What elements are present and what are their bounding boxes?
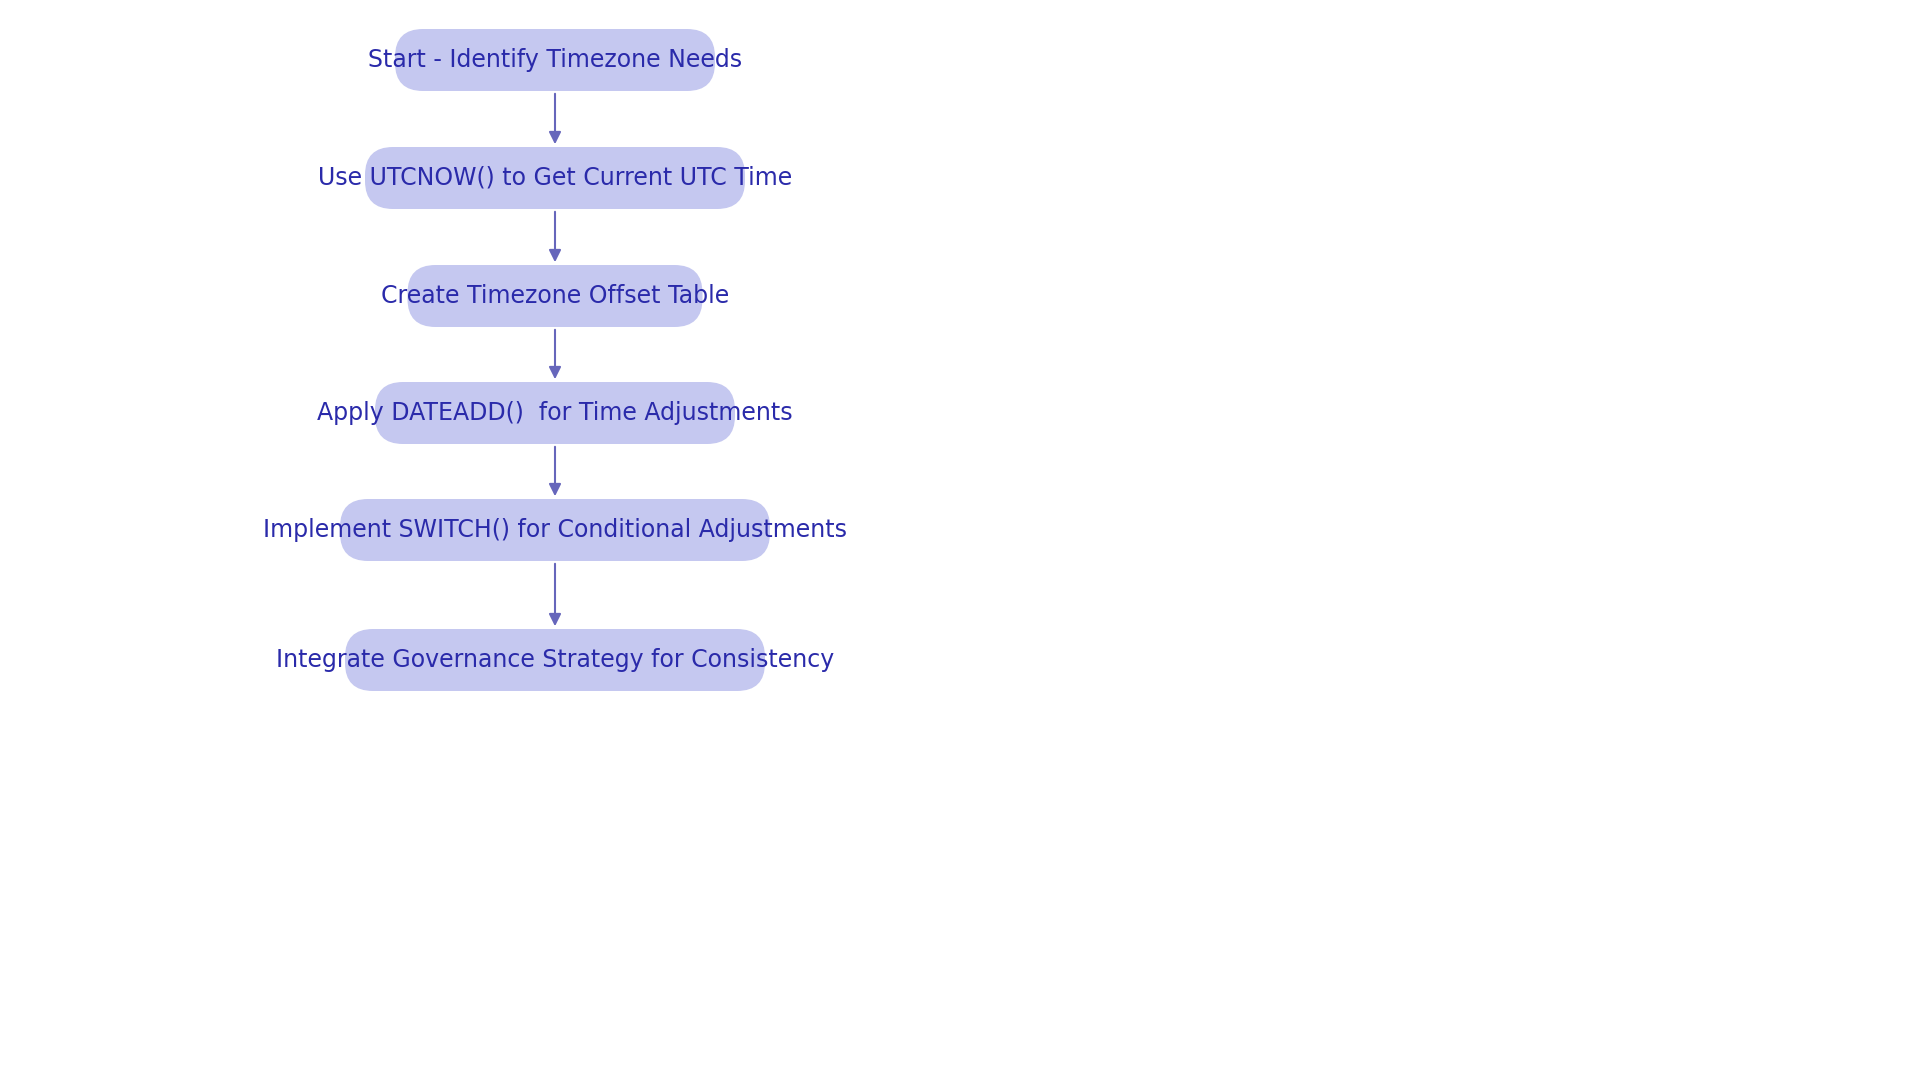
- Text: Create Timezone Offset Table: Create Timezone Offset Table: [380, 284, 730, 308]
- Text: Use UTCNOW() to Get Current UTC Time: Use UTCNOW() to Get Current UTC Time: [319, 166, 793, 190]
- FancyBboxPatch shape: [346, 629, 764, 691]
- FancyBboxPatch shape: [396, 29, 714, 91]
- FancyBboxPatch shape: [340, 499, 770, 561]
- FancyBboxPatch shape: [407, 265, 703, 327]
- Text: Implement SWITCH() for Conditional Adjustments: Implement SWITCH() for Conditional Adjus…: [263, 518, 847, 542]
- Text: Start - Identify Timezone Needs: Start - Identify Timezone Needs: [369, 48, 741, 71]
- FancyBboxPatch shape: [365, 147, 745, 209]
- Text: Apply DATEADD()  for Time Adjustments: Apply DATEADD() for Time Adjustments: [317, 401, 793, 425]
- FancyBboxPatch shape: [374, 382, 735, 444]
- Text: Integrate Governance Strategy for Consistency: Integrate Governance Strategy for Consis…: [276, 648, 833, 671]
